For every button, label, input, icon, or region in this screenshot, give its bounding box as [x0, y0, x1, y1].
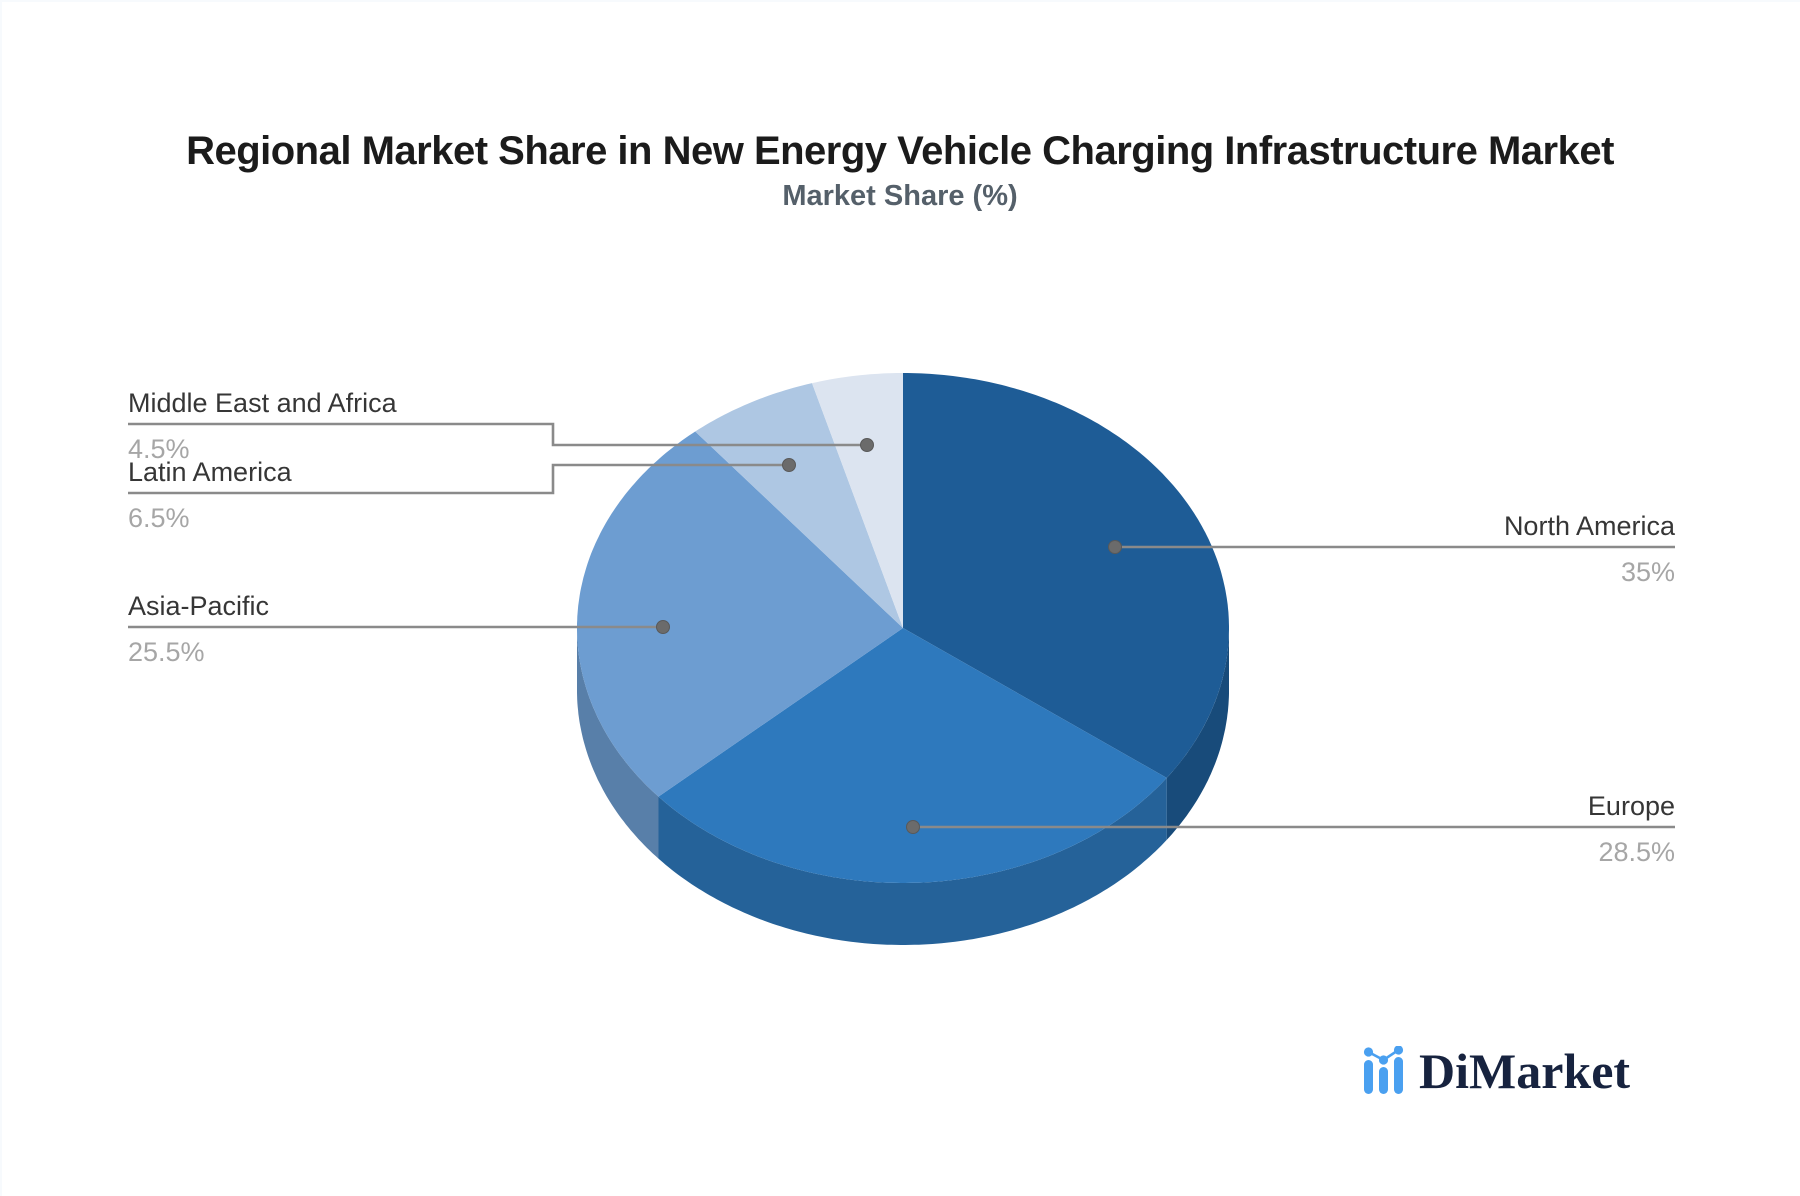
slice-value-latin-america: 6.5%	[128, 503, 190, 533]
chart-title: Regional Market Share in New Energy Vehi…	[186, 129, 1614, 173]
slice-label-asia-pacific: Asia-Pacific	[128, 591, 270, 621]
slice-value-middle-east-and-africa: 4.5%	[128, 434, 190, 464]
pie-slice-north-america[interactable]	[903, 373, 1229, 778]
bar-chart-icon	[1363, 1046, 1404, 1094]
leader-line-middle-east-and-africa	[128, 422, 867, 447]
leader-dot-asia-pacific	[656, 620, 670, 634]
leader-dot-middle-east-and-africa	[860, 438, 874, 452]
leader-dot-europe	[906, 820, 920, 834]
slice-label-latin-america: Latin America	[128, 457, 292, 487]
pie-slice-side-europe[interactable]	[658, 777, 1167, 945]
pie-slice-asia-pacific[interactable]	[577, 431, 903, 797]
leader-dot-north-america	[1108, 540, 1122, 554]
dimarket-logo: DiMarket	[1363, 1043, 1653, 1105]
pie-slice-middle-east-and-africa[interactable]	[812, 373, 903, 628]
slice-value-north-america: 35%	[1620, 557, 1675, 587]
logo-text: DiMarket	[1419, 1043, 1631, 1099]
slice-label-europe: Europe	[1587, 791, 1675, 821]
slice-label-north-america: North America	[1503, 511, 1675, 541]
pie-slice-side-asia-pacific[interactable]	[577, 628, 659, 859]
chart-subtitle: Market Share (%)	[782, 180, 1018, 212]
slice-label-middle-east-and-africa: Middle East and Africa	[128, 388, 397, 418]
leader-dot-latin-america	[782, 458, 796, 472]
pie-slice-side-north-america[interactable]	[1166, 628, 1229, 840]
slice-value-asia-pacific: 25.5%	[128, 637, 205, 667]
leader-line-latin-america	[128, 463, 789, 495]
pie-slice-europe[interactable]	[658, 628, 1167, 883]
slice-value-europe: 28.5%	[1598, 837, 1675, 867]
